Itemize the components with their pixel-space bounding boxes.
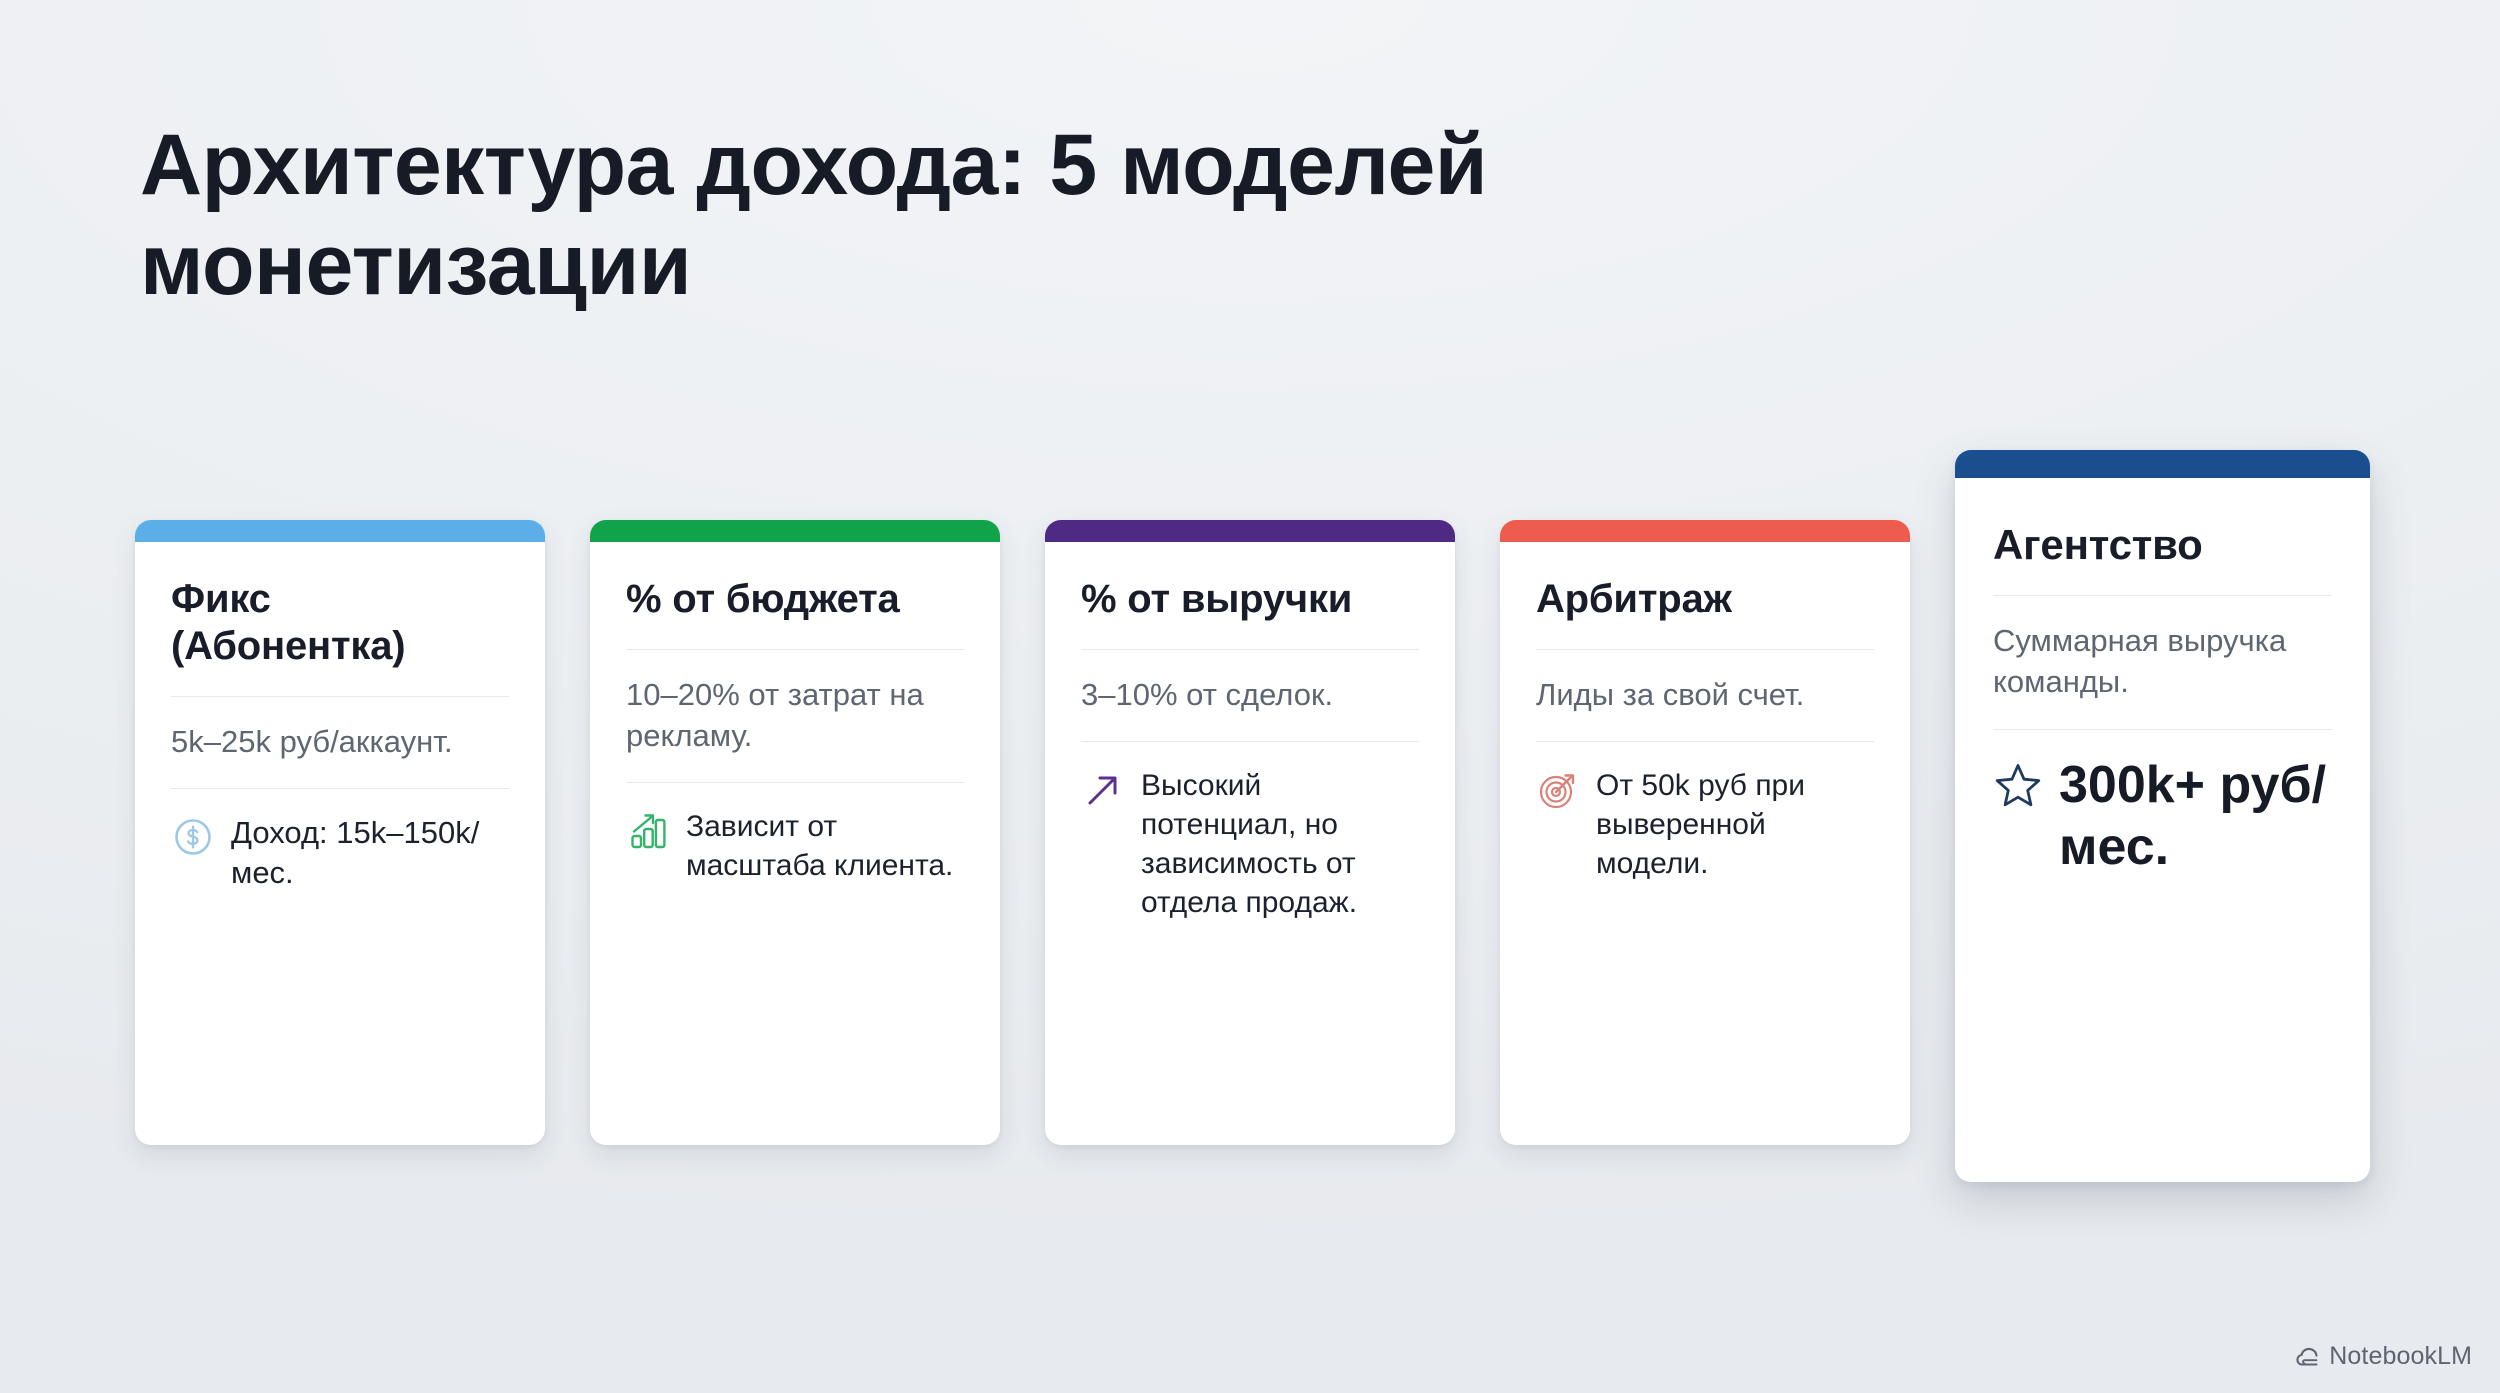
card-title-revenue-percent: % от выручки bbox=[1081, 577, 1353, 621]
card-title-agency: Агентство bbox=[1993, 521, 2203, 568]
model-card-agency[interactable]: Агентство Суммарная выручка команды. 300… bbox=[1955, 450, 2370, 1182]
card-divider-top-arbitrage bbox=[1536, 648, 1874, 650]
model-card-revenue-percent[interactable]: % от выручки 3–10% от сделок. Высокий по… bbox=[1045, 520, 1455, 1145]
notebooklm-logo-icon bbox=[2294, 1344, 2320, 1370]
card-metric-arbitrage: От 50k руб при выверенной модели. bbox=[1536, 766, 1874, 883]
notebooklm-watermark: NotebookLM bbox=[2294, 1342, 2472, 1371]
card-description-arbitrage: Лиды за свой счет. bbox=[1536, 676, 1805, 712]
card-accent-bar-arbitrage bbox=[1500, 520, 1910, 542]
card-divider-top-agency bbox=[1993, 595, 2332, 597]
card-description-agency: Суммарная выручка команды. bbox=[1993, 623, 2287, 700]
card-divider-top-budget-percent bbox=[626, 648, 964, 650]
card-divider-bottom-revenue-percent bbox=[1081, 741, 1419, 743]
card-metric-fix: Доход: 15k–150k/мес. bbox=[171, 813, 509, 894]
card-divider-bottom-agency bbox=[1993, 728, 2332, 730]
card-metric-text-fix: Доход: 15k–150k/мес. bbox=[231, 814, 480, 891]
model-card-budget-percent[interactable]: % от бюджета 10–20% от затрат на рекламу… bbox=[590, 520, 1000, 1145]
card-accent-bar-revenue-percent bbox=[1045, 520, 1455, 542]
model-card-fix[interactable]: Фикс (Абонентка) 5k–25k руб/аккаунт. Дох… bbox=[135, 520, 545, 1145]
dollar-circle-icon bbox=[171, 815, 215, 859]
card-description-fix: 5k–25k руб/аккаунт. bbox=[171, 723, 453, 759]
card-metric-text-budget-percent: Зависит от масштаба клиента. bbox=[686, 810, 954, 883]
card-title-arbitrage: Арбитраж bbox=[1536, 577, 1732, 621]
model-card-arbitrage[interactable]: Арбитраж Лиды за свой счет. От 5 bbox=[1500, 520, 1910, 1145]
card-divider-bottom-arbitrage bbox=[1536, 741, 1874, 743]
card-metric-text-revenue-percent: Высокий потенциал, но зависимость от отд… bbox=[1141, 769, 1358, 920]
card-description-revenue-percent: 3–10% от сделок. bbox=[1081, 676, 1334, 712]
card-divider-top-fix bbox=[171, 695, 509, 697]
page-title-line-1: Архитектура дохода: 5 моделей bbox=[140, 117, 1488, 213]
card-metric-budget-percent: Зависит от масштаба клиента. bbox=[626, 807, 964, 885]
arrow-up-right-icon bbox=[1081, 768, 1125, 812]
page-title-line-2: монетизации bbox=[140, 216, 692, 313]
card-metric-agency: 300k+ руб/мес. bbox=[1993, 754, 2332, 879]
card-description-budget-percent: 10–20% от затрат на рекламу. bbox=[626, 676, 924, 754]
card-metric-revenue-percent: Высокий потенциал, но зависимость от отд… bbox=[1081, 766, 1419, 922]
card-divider-bottom-fix bbox=[171, 787, 509, 789]
card-accent-bar-fix bbox=[135, 520, 545, 542]
bar-chart-growth-icon bbox=[626, 809, 670, 853]
target-arrow-icon bbox=[1536, 768, 1580, 812]
card-divider-top-revenue-percent bbox=[1081, 648, 1419, 650]
card-accent-bar-agency bbox=[1955, 450, 2370, 478]
page-title: Архитектура дохода: 5 моделей монетизаци… bbox=[140, 116, 2120, 316]
star-outline-icon bbox=[1993, 760, 2043, 810]
notebooklm-watermark-label: NotebookLM bbox=[2329, 1342, 2472, 1370]
card-metric-text-agency: 300k+ руб/мес. bbox=[2059, 755, 2327, 876]
card-title-fix: Фикс (Абонентка) bbox=[171, 577, 406, 668]
card-divider-bottom-budget-percent bbox=[626, 782, 964, 784]
card-accent-bar-budget-percent bbox=[590, 520, 1000, 542]
card-metric-text-arbitrage: От 50k руб при выверенной модели. bbox=[1596, 769, 1806, 881]
card-title-budget-percent: % от бюджета bbox=[626, 577, 900, 621]
